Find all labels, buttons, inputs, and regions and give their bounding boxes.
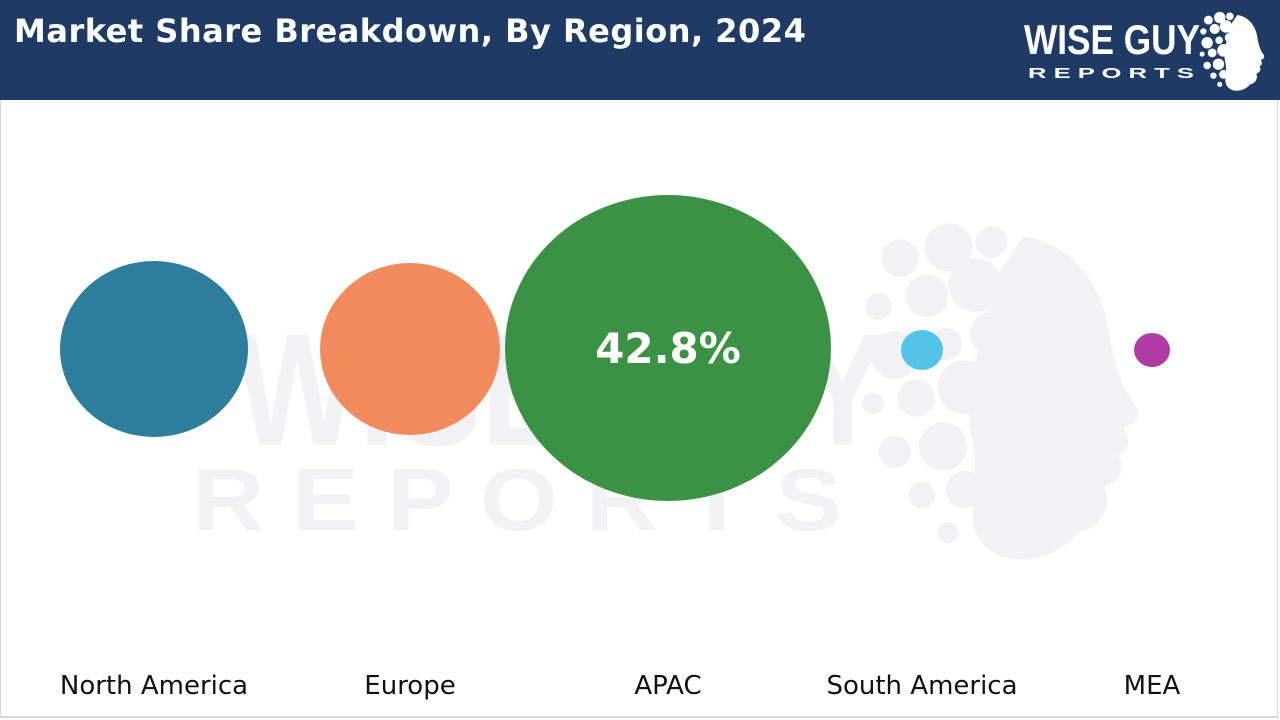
bubble-north-america[interactable] <box>60 261 248 437</box>
watermark-head-icon <box>862 223 1139 560</box>
bubble-chart: WISE GUY R E P O R T S 42.8% North Ameri… <box>0 100 1278 718</box>
bubble-apac[interactable]: 42.8% <box>505 195 831 501</box>
wise-guy-logo: WISE GUY R E P O R T S <box>1024 11 1265 91</box>
value-label-apac: 42.8% <box>595 323 741 373</box>
category-label-apac: APAC <box>634 671 702 701</box>
category-label-europe: Europe <box>364 671 456 701</box>
category-label-mea: MEA <box>1123 671 1181 701</box>
category-label-south-america: South America <box>826 671 1018 701</box>
bubble-south-america[interactable] <box>901 330 943 370</box>
page-title: Market Share Breakdown, By Region, 2024 <box>14 12 807 50</box>
category-label-north-america: North America <box>59 671 249 701</box>
logo-wordmark: WISE GUY <box>1024 16 1200 63</box>
header-bar: Market Share Breakdown, By Region, 2024 … <box>0 0 1280 100</box>
bubble-mea[interactable] <box>1134 333 1170 367</box>
logo-subtitle: R E P O R T S <box>1028 65 1194 82</box>
logo-head-icon <box>1199 11 1265 91</box>
bubble-europe[interactable] <box>320 263 500 435</box>
